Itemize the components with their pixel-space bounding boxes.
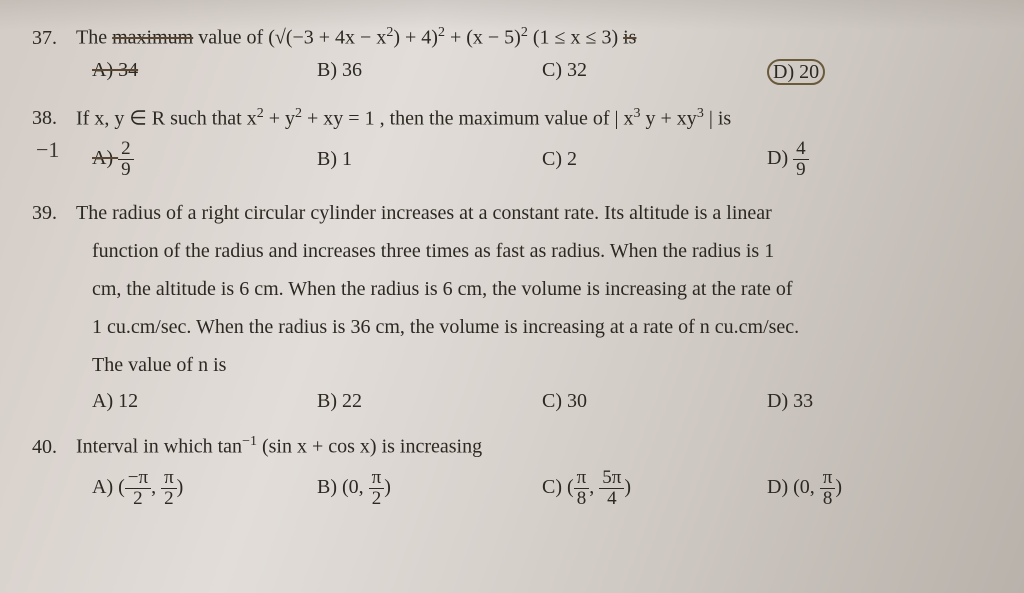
circled-d: D) 20 — [767, 59, 825, 85]
d: 8 — [574, 489, 590, 509]
f: π8 — [820, 468, 836, 509]
c: , — [589, 476, 599, 498]
c: , — [151, 476, 161, 498]
sup: 2 — [521, 25, 528, 40]
n: π — [369, 468, 385, 489]
q39-optC: C) 30 — [542, 390, 767, 413]
num: 2 — [118, 139, 134, 160]
exam-page: 37. The maximum value of (√(−3 + 4x − x 2… — [0, 0, 1024, 509]
l: A) ( — [92, 476, 125, 498]
strike-max: maximum — [112, 27, 193, 49]
q38-options: A) 29 B) 1 C) 2 D) 49 — [92, 139, 992, 180]
r: ) — [835, 476, 842, 498]
t: Interval in which tan — [76, 436, 242, 458]
l: C) ( — [542, 476, 574, 498]
sup: −1 — [242, 434, 257, 449]
t: The — [76, 27, 112, 49]
strike-a: A) 29 — [92, 147, 134, 169]
r: ) — [624, 476, 631, 498]
strike-is: is — [623, 27, 636, 49]
t: + xy = 1 , then the maximum value of | x — [302, 107, 634, 129]
q39-l3: cm, the altitude is 6 cm. When the radiu… — [92, 270, 992, 308]
t: y + xy — [641, 107, 697, 129]
domain: (1 ≤ x ≤ 3) — [528, 27, 623, 49]
f2: 5π4 — [599, 468, 624, 509]
q37-optA: A) 34 — [92, 59, 317, 85]
question-38: 38. If x, y ∈ R such that x2 + y2 + xy =… — [32, 103, 992, 181]
q38-optB: B) 1 — [317, 148, 542, 171]
sup: 3 — [697, 106, 704, 121]
lbl: D) — [767, 147, 793, 169]
f1: −π2 — [125, 468, 151, 509]
question-37: 37. The maximum value of (√(−3 + 4x − x 2… — [32, 22, 992, 85]
q39-optA: A) 12 — [92, 390, 317, 413]
q37-text: The maximum value of (√(−3 + 4x − x2) + … — [76, 22, 992, 53]
question-39: 39. The radius of a right circular cylin… — [32, 198, 992, 413]
r: ) — [384, 476, 391, 498]
q39-l1: The radius of a right circular cylinder … — [76, 198, 992, 228]
expr: (√(−3 + 4x − x — [268, 27, 386, 49]
q37-number: 37. — [32, 23, 76, 53]
q39-options: A) 12 B) 22 C) 30 D) 33 — [92, 390, 992, 413]
q40-optD: D) (0, π8) — [767, 468, 992, 509]
t: + y — [264, 107, 295, 129]
frac: 49 — [793, 139, 809, 180]
q37-options: A) 34 B) 36 C) 32 D) 20 — [92, 59, 992, 85]
sup: 2 — [295, 106, 302, 121]
handwritten-note: −1 — [36, 137, 59, 163]
expr: + (x − 5) — [445, 27, 521, 49]
n: 5π — [599, 468, 624, 489]
d: 2 — [125, 489, 151, 509]
f2: π2 — [161, 468, 177, 509]
r: ) — [177, 476, 184, 498]
q39-number: 39. — [32, 198, 76, 228]
l: B) (0, — [317, 476, 369, 498]
q39-optD: D) 33 — [767, 390, 992, 413]
t: If x, y ∈ R such that x — [76, 107, 257, 129]
q40-number: 40. — [32, 432, 76, 462]
q37-optC: C) 32 — [542, 59, 767, 85]
n: π — [574, 468, 590, 489]
q39-l2: function of the radius and increases thr… — [92, 232, 992, 270]
question-40: 40. Interval in which tan−1 (sin x + cos… — [32, 431, 992, 509]
q38-optD: D) 49 — [767, 139, 992, 180]
q38-optC: C) 2 — [542, 148, 767, 171]
l: D) (0, — [767, 476, 820, 498]
d: 4 — [599, 489, 624, 509]
q39-optB: B) 22 — [317, 390, 542, 413]
f1: π8 — [574, 468, 590, 509]
lbl: A) — [92, 147, 118, 169]
q38-text: If x, y ∈ R such that x2 + y2 + xy = 1 ,… — [76, 103, 992, 134]
n: π — [820, 468, 836, 489]
d: 2 — [369, 489, 385, 509]
n: π — [161, 468, 177, 489]
q40-optA: A) (−π2, π2) — [92, 468, 317, 509]
q37-optB: B) 36 — [317, 59, 542, 85]
den: 9 — [793, 160, 809, 180]
q40-text: Interval in which tan−1 (sin x + cos x) … — [76, 431, 992, 462]
frac: 29 — [118, 139, 134, 180]
expr: ) + 4) — [393, 27, 438, 49]
q38-optA: A) 29 — [92, 139, 317, 180]
n: −π — [125, 468, 151, 489]
q40-optC: C) (π8, 5π4) — [542, 468, 767, 509]
t: value of — [193, 27, 268, 49]
q38-number: 38. — [32, 103, 76, 133]
t: (sin x + cos x) is increasing — [257, 436, 482, 458]
num: 4 — [793, 139, 809, 160]
strike-a: A) 34 — [92, 59, 138, 81]
sup: 2 — [438, 25, 445, 40]
q37-optD: D) 20 — [767, 59, 992, 85]
d: 8 — [820, 489, 836, 509]
q39-l4: 1 cu.cm/sec. When the radius is 36 cm, t… — [92, 308, 992, 346]
q39-l5: The value of n is — [92, 346, 992, 384]
t: | is — [704, 107, 731, 129]
den: 9 — [118, 160, 134, 180]
sup: 3 — [634, 106, 641, 121]
sup: 2 — [257, 106, 264, 121]
f: π2 — [369, 468, 385, 509]
q40-options: A) (−π2, π2) B) (0, π2) C) (π8, 5π4) D) … — [92, 468, 992, 509]
d: 2 — [161, 489, 177, 509]
q40-optB: B) (0, π2) — [317, 468, 542, 509]
